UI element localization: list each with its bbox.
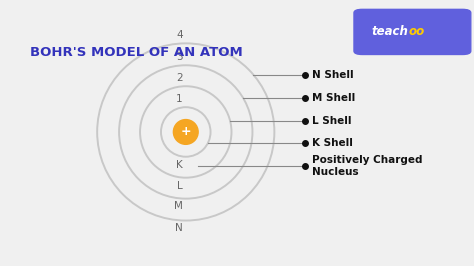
Text: oo: oo (408, 26, 424, 38)
Text: BOHR'S MODEL OF AN ATOM: BOHR'S MODEL OF AN ATOM (30, 46, 243, 59)
Circle shape (173, 119, 198, 144)
Text: K Shell: K Shell (311, 138, 352, 148)
Text: N Shell: N Shell (311, 70, 353, 80)
Text: 2: 2 (176, 73, 183, 83)
Text: K: K (176, 160, 183, 170)
Text: M Shell: M Shell (311, 93, 355, 103)
Text: L: L (177, 181, 183, 190)
Text: 1: 1 (176, 94, 183, 104)
FancyBboxPatch shape (354, 9, 471, 55)
Text: 4: 4 (176, 31, 183, 40)
Text: Positively Charged
Nucleus: Positively Charged Nucleus (311, 155, 422, 177)
Text: L Shell: L Shell (311, 115, 351, 126)
Text: +: + (181, 126, 191, 138)
Text: M: M (174, 201, 183, 211)
Text: N: N (175, 223, 183, 233)
Text: teach: teach (371, 26, 408, 38)
Text: 3: 3 (176, 52, 183, 63)
